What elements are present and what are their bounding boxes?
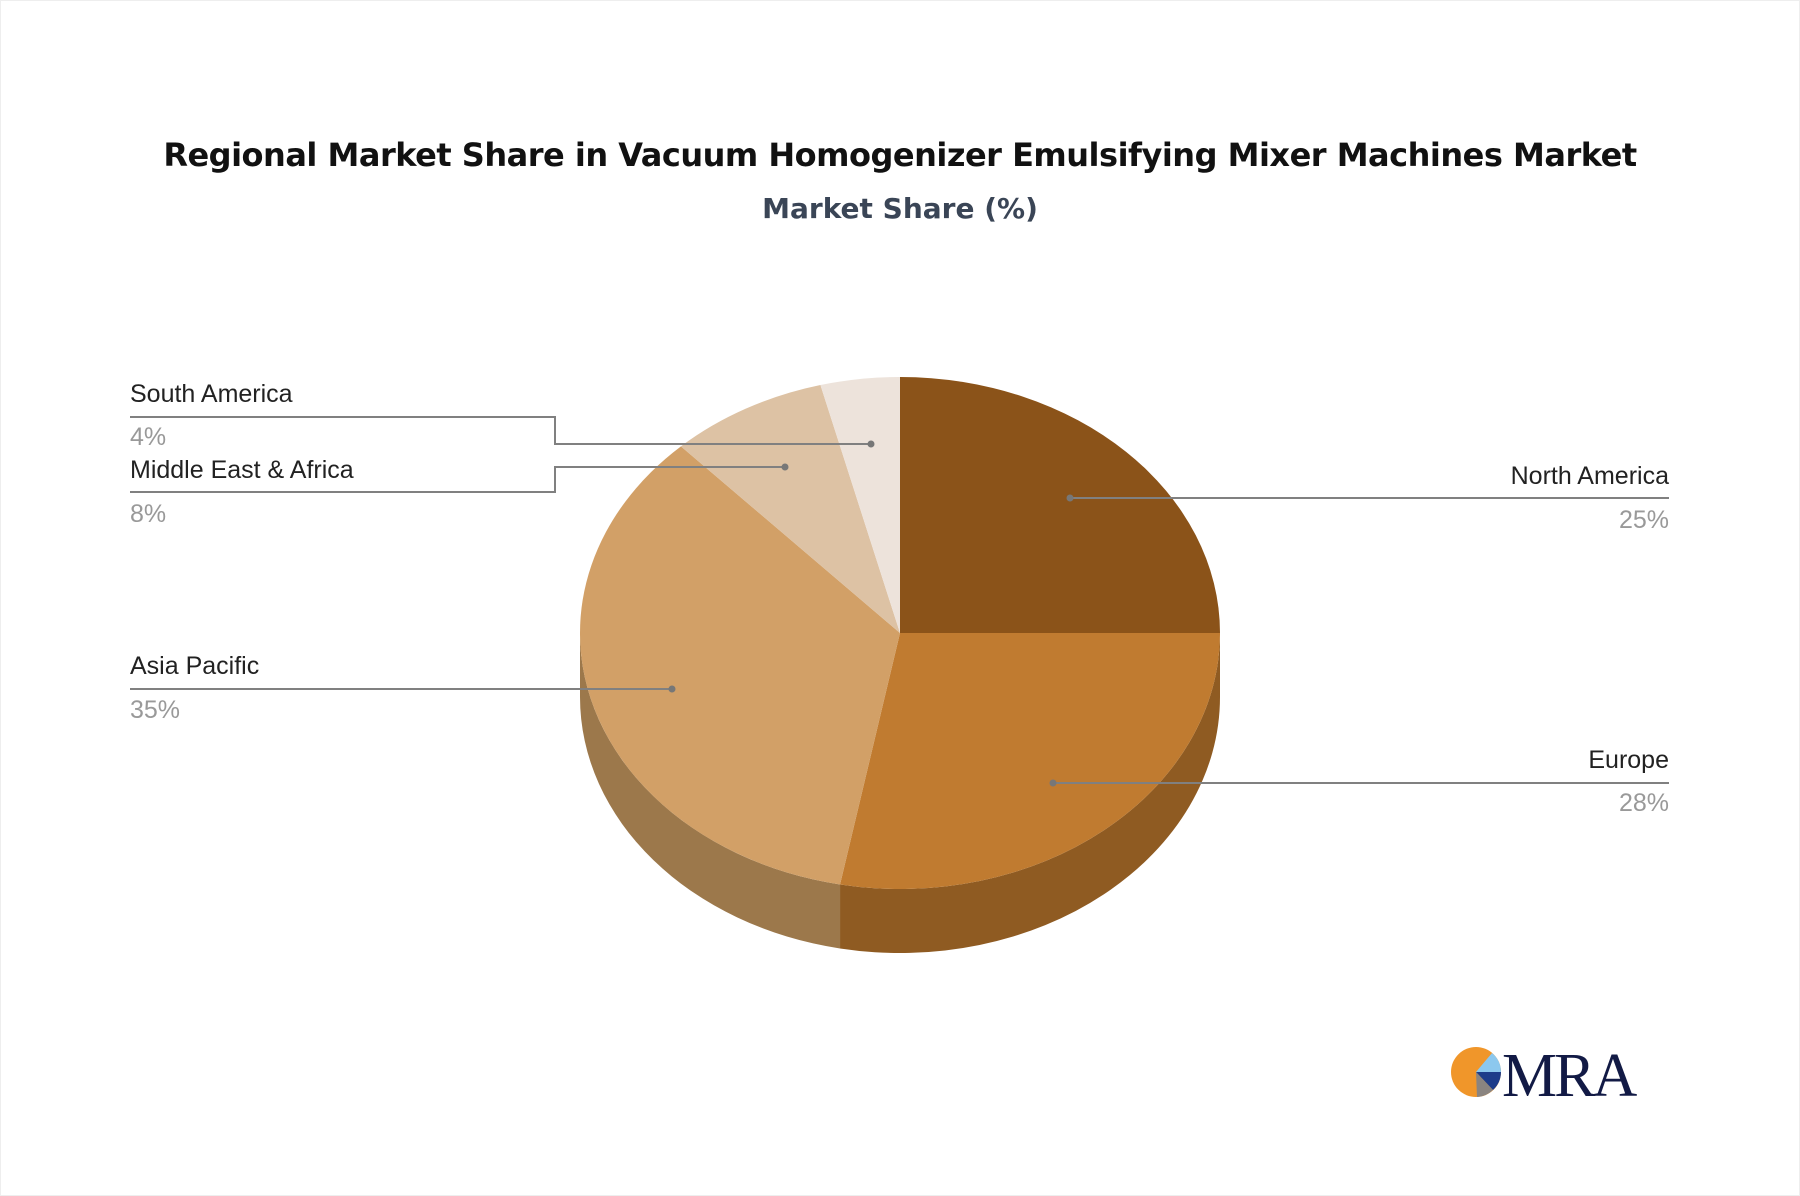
chart-subtitle: Market Share (%) [762,192,1038,225]
value-south-america: 4% [130,423,167,451]
leader-dot-middle-east-africa [781,463,789,471]
leader-line-south-america [130,416,871,445]
pie-side-europe [840,633,1220,953]
pie-slice-north-america[interactable] [900,377,1220,633]
pie-slice-south-america[interactable] [820,377,900,633]
label-south-america: South America [130,380,293,408]
value-europe: 28% [1618,789,1669,817]
value-middle-east-africa: 8% [130,500,167,528]
leader-dot-north-america [1066,494,1074,502]
logo-pie-icon [1451,1047,1501,1097]
mra-logo: MRA [1451,1042,1640,1106]
pie-slice-asia-pacific[interactable] [580,446,900,885]
value-north-america: 25% [1618,506,1669,534]
label-north-america: North America [1510,462,1669,490]
value-asia-pacific: 35% [130,696,181,724]
label-middle-east-africa: Middle East & Africa [130,456,354,484]
pie-side-asia-pacific [580,633,841,949]
leader-line-middle-east-africa [130,466,785,493]
label-asia-pacific: Asia Pacific [130,652,260,680]
svg-text:MRA: MRA [1502,1042,1637,1106]
leader-dot-asia-pacific [668,685,676,693]
pie-slice-europe[interactable] [840,633,1220,889]
pie-slice-middle-east-africa[interactable] [680,385,900,633]
chart-title: Regional Market Share in Vacuum Homogeni… [163,136,1637,174]
label-europe: Europe [1588,746,1669,774]
leader-dot-south-america [867,440,875,448]
leader-dot-europe [1049,779,1057,787]
